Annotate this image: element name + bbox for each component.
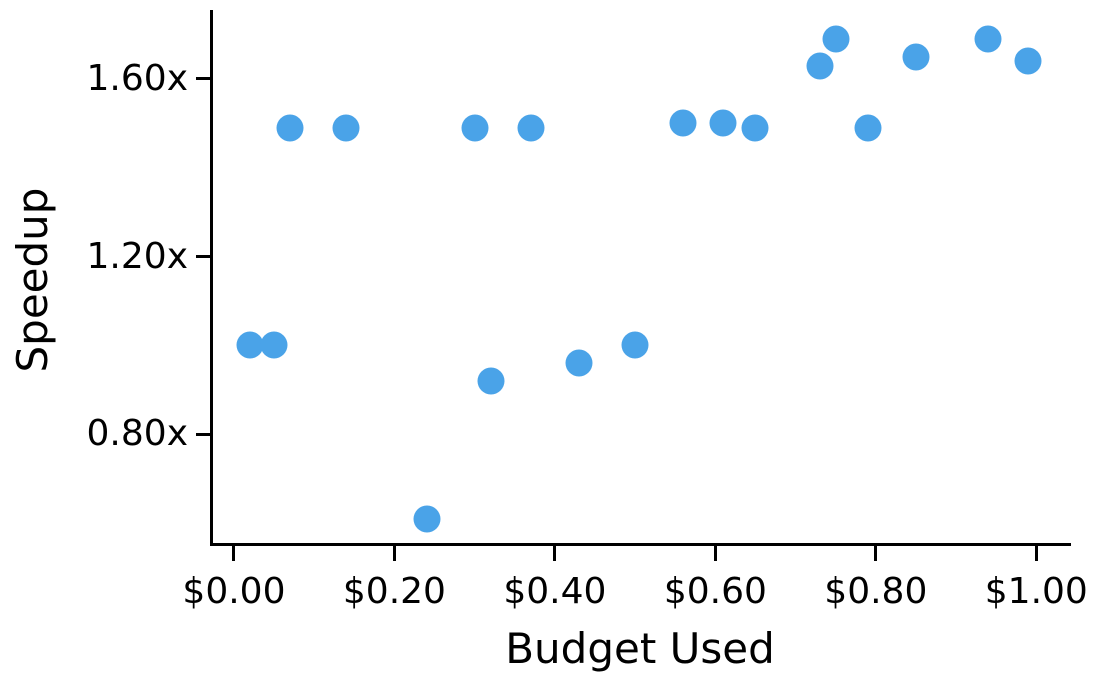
y-tick-label: 1.60x [86, 57, 188, 99]
x-tick-mark [713, 546, 717, 561]
data-point [1014, 47, 1042, 75]
data-point [669, 109, 697, 137]
data-point [621, 331, 649, 359]
y-tick-mark [196, 432, 211, 436]
x-tick-label: $0.00 [182, 571, 286, 612]
data-point [413, 505, 441, 533]
x-axis-label: Budget Used [505, 624, 775, 673]
x-tick-mark [553, 546, 557, 561]
x-tick-mark [874, 546, 878, 561]
y-tick-mark [196, 255, 211, 259]
y-tick-label: 0.80x [86, 413, 188, 455]
x-tick-label: $1.00 [984, 571, 1088, 612]
data-point [974, 25, 1002, 53]
y-tick-label: 1.20x [86, 235, 188, 277]
data-point [276, 114, 304, 142]
data-point [806, 52, 834, 80]
x-tick-label: $0.40 [503, 571, 607, 612]
y-axis-label: Speedup [8, 187, 57, 373]
x-tick-label: $0.80 [824, 571, 928, 612]
y-tick-mark [196, 77, 211, 81]
data-point [822, 25, 850, 53]
data-point [902, 43, 930, 71]
data-point [565, 349, 593, 377]
data-point [461, 114, 489, 142]
data-point [517, 114, 545, 142]
x-tick-mark [1034, 546, 1038, 561]
x-tick-mark [392, 546, 396, 561]
x-tick-mark [232, 546, 236, 561]
data-point [854, 114, 882, 142]
data-point [741, 114, 769, 142]
x-tick-label: $0.60 [663, 571, 767, 612]
data-point [477, 367, 505, 395]
data-point [709, 109, 737, 137]
data-point [260, 331, 288, 359]
data-point [236, 331, 264, 359]
y-axis-spine [210, 10, 213, 546]
x-axis-spine [210, 543, 1071, 546]
data-point [332, 114, 360, 142]
x-tick-label: $0.20 [342, 571, 446, 612]
